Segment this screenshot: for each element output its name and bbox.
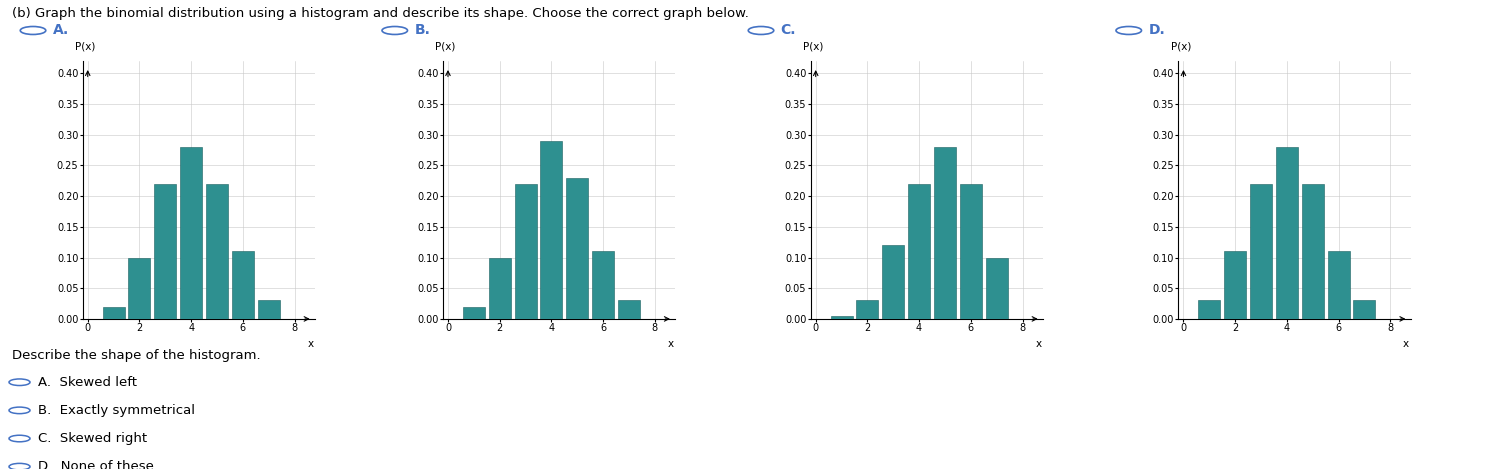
Bar: [830, 316, 853, 319]
Text: (b) Graph the binomial distribution using a histogram and describe its shape. Ch: (b) Graph the binomial distribution usin…: [12, 7, 749, 20]
Text: P(x): P(x): [1171, 42, 1190, 52]
Bar: [986, 257, 1007, 319]
Bar: [618, 301, 639, 319]
Bar: [959, 184, 982, 319]
Bar: [1354, 301, 1375, 319]
Bar: [489, 257, 510, 319]
Text: x: x: [1036, 339, 1042, 348]
Bar: [1225, 251, 1246, 319]
Bar: [180, 147, 203, 319]
Bar: [258, 301, 279, 319]
Text: D.  None of these: D. None of these: [38, 460, 153, 469]
Text: x: x: [1403, 339, 1409, 348]
Bar: [206, 184, 228, 319]
Text: P(x): P(x): [435, 42, 455, 52]
Text: C.  Skewed right: C. Skewed right: [38, 432, 147, 445]
Bar: [591, 251, 614, 319]
Text: x: x: [308, 339, 314, 348]
Bar: [1198, 301, 1220, 319]
Bar: [540, 141, 563, 319]
Bar: [1250, 184, 1271, 319]
Text: x: x: [668, 339, 674, 348]
Text: Describe the shape of the histogram.: Describe the shape of the histogram.: [12, 349, 261, 363]
Bar: [515, 184, 536, 319]
Bar: [857, 301, 878, 319]
Bar: [908, 184, 931, 319]
Text: C.: C.: [781, 23, 796, 38]
Text: P(x): P(x): [75, 42, 95, 52]
Bar: [1327, 251, 1349, 319]
Text: A.: A.: [53, 23, 69, 38]
Text: A.  Skewed left: A. Skewed left: [38, 376, 137, 389]
Bar: [1301, 184, 1324, 319]
Bar: [231, 251, 254, 319]
Bar: [566, 178, 588, 319]
Text: P(x): P(x): [803, 42, 823, 52]
Bar: [155, 184, 176, 319]
Bar: [883, 245, 904, 319]
Text: B.  Exactly symmetrical: B. Exactly symmetrical: [38, 404, 195, 417]
Bar: [462, 307, 485, 319]
Bar: [934, 147, 956, 319]
Bar: [1276, 147, 1298, 319]
Text: D.: D.: [1148, 23, 1165, 38]
Bar: [102, 307, 125, 319]
Text: B.: B.: [414, 23, 431, 38]
Bar: [129, 257, 150, 319]
